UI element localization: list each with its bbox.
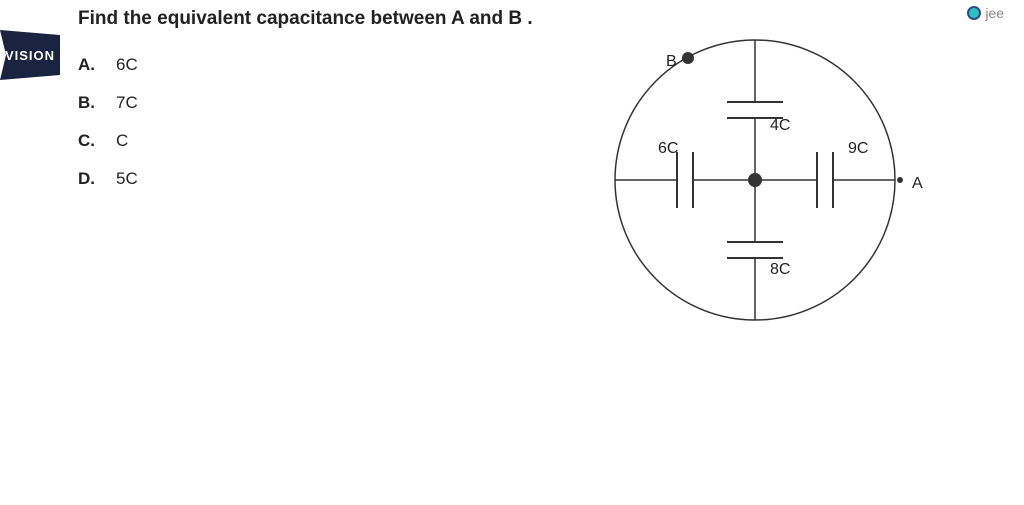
label-cap-right: 9C xyxy=(848,140,868,158)
option-c: C. C xyxy=(78,131,138,151)
circuit-diagram: B A 4C 8C 6C 9C xyxy=(570,35,940,325)
vision-badge: VISION xyxy=(0,30,60,80)
option-letter: D. xyxy=(78,169,98,189)
option-b: B. 7C xyxy=(78,93,138,113)
avatar-icon xyxy=(967,6,981,20)
question-text: Find the equivalent capacitance between … xyxy=(78,8,533,30)
option-text: 5C xyxy=(116,169,138,189)
label-cap-bottom: 8C xyxy=(770,261,790,279)
label-cap-top: 4C xyxy=(770,117,790,135)
option-letter: B. xyxy=(78,93,98,113)
label-A: A xyxy=(912,175,923,193)
label-B: B xyxy=(666,53,677,71)
circuit-svg xyxy=(570,35,940,325)
option-a: A. 6C xyxy=(78,55,138,75)
options-list: A. 6C B. 7C C. C D. 5C xyxy=(78,55,138,207)
option-d: D. 5C xyxy=(78,169,138,189)
option-letter: C. xyxy=(78,131,98,151)
option-text: C xyxy=(116,131,128,151)
option-text: 7C xyxy=(116,93,138,113)
jee-text: jee xyxy=(985,5,1004,21)
label-cap-left: 6C xyxy=(658,140,678,158)
vision-badge-text: VISION xyxy=(5,48,55,63)
option-text: 6C xyxy=(116,55,138,75)
option-letter: A. xyxy=(78,55,98,75)
jee-tag: jee xyxy=(967,5,1004,21)
